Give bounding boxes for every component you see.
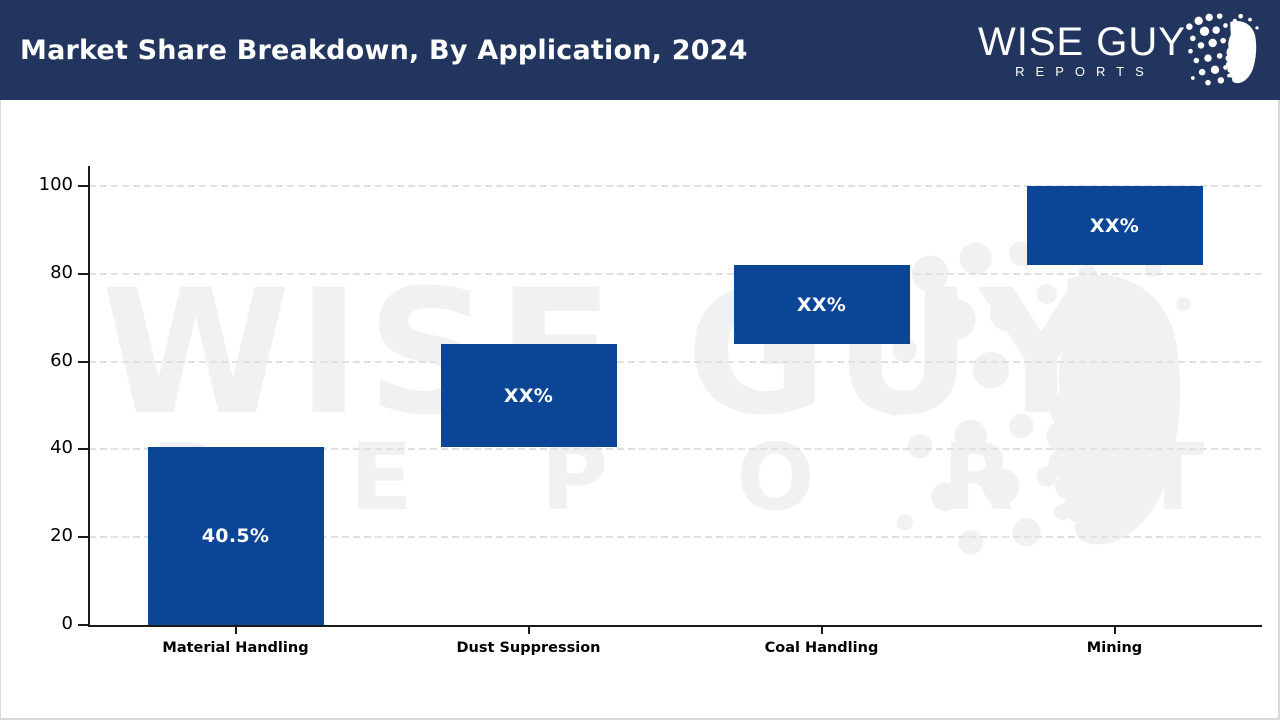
bar-value-label: 40.5% [201,525,270,548]
logo-text: WISE GUY REPORTS [978,22,1186,78]
bar-coal-handling: XX% [733,265,910,345]
logo-face-icon [1186,13,1259,86]
y-tick-mark [78,448,89,451]
y-axis-line [88,166,90,627]
y-tick-label: 60 [50,349,73,371]
gridline-80 [89,272,1261,275]
chart-canvas: WISE GUY R E P O R T S 40.5%XX%XX%XX% 02… [0,100,1280,720]
y-tick-label: 40 [50,437,73,459]
bar-value-label: XX% [1089,214,1140,237]
y-tick-label: 100 [38,174,73,195]
x-category-label: Coal Handling [764,640,879,656]
x-tick-mark [1113,627,1116,634]
gridline-60 [89,360,1261,363]
logo-subtitle: REPORTS [1015,64,1155,79]
y-tick-mark [78,185,89,187]
y-tick-label: 0 [61,613,73,634]
y-tick-mark [78,536,89,539]
x-tick-mark [234,627,237,634]
x-tick-mark [820,627,823,634]
y-tick-mark [78,272,89,275]
bar-material-handling: 40.5% [147,447,324,625]
gridline-100 [89,185,1261,187]
y-tick-mark [78,360,89,363]
bar-value-label: XX% [503,384,554,407]
header: Market Share Breakdown, By Application, … [0,0,1280,100]
y-tick-label: 20 [50,525,73,547]
y-tick-label: 80 [50,261,73,283]
y-tick-mark [78,624,89,626]
x-category-label: Dust Suppression [456,640,601,656]
x-category-label: Material Handling [162,640,309,656]
logo-wordmark: WISE GUY [977,20,1186,64]
plot-area: 40.5% XX% XX% XX% [89,185,1261,625]
bar-value-label: XX% [796,293,847,316]
x-tick-mark [527,627,530,634]
gridline-20 [89,536,1261,539]
wise-guy-logo: WISE GUY REPORTS [978,8,1262,92]
x-category-label: Mining [1086,640,1143,656]
bar-mining: XX% [1026,186,1203,266]
page-title: Market Share Breakdown, By Application, … [20,34,748,66]
gridline-40 [89,448,1261,451]
x-axis-line [88,625,1262,627]
bar-dust-suppression: XX% [440,344,617,448]
